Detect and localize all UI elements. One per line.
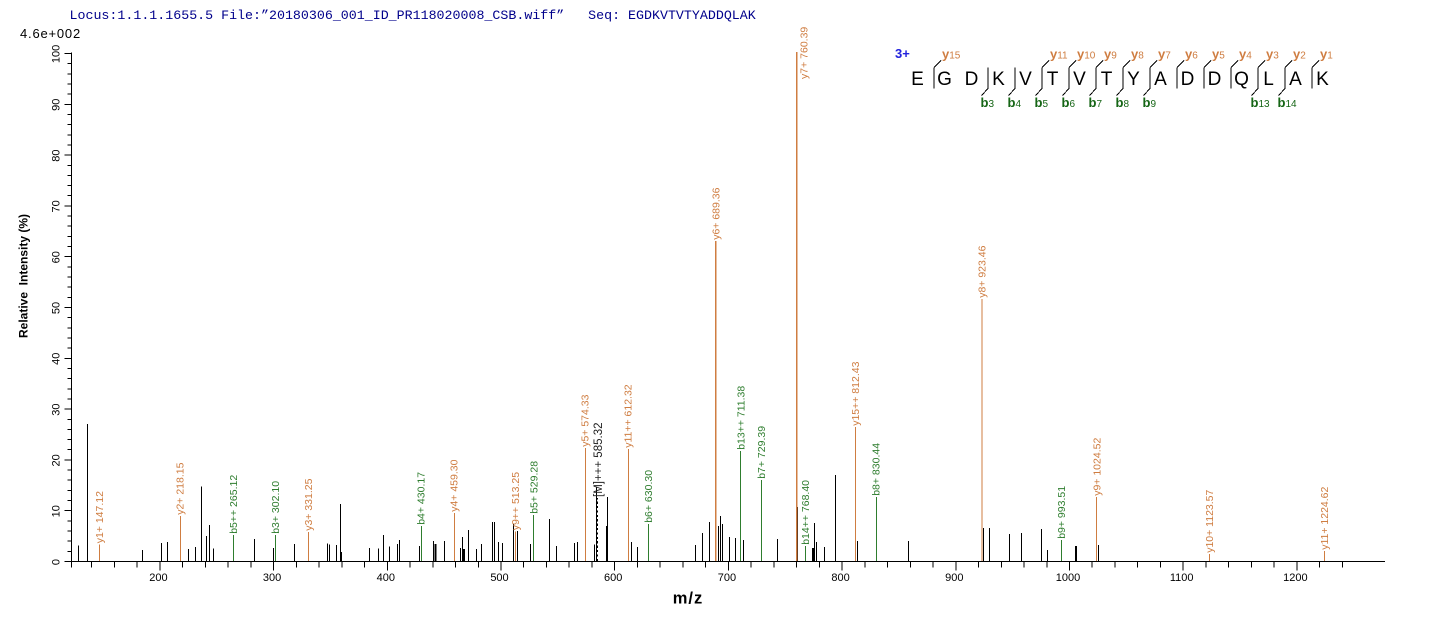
svg-text:b13++ 711.38: b13++ 711.38 xyxy=(735,386,747,450)
svg-text:y3: y3 xyxy=(1266,47,1279,62)
svg-text:T: T xyxy=(1101,69,1113,90)
svg-text:y9: y9 xyxy=(1104,47,1117,62)
svg-text:y5: y5 xyxy=(1212,47,1225,62)
svg-text:b3: b3 xyxy=(981,95,995,110)
svg-text:20: 20 xyxy=(51,454,63,466)
svg-text:70: 70 xyxy=(51,200,63,212)
svg-text:50: 50 xyxy=(51,302,63,314)
svg-text:D: D xyxy=(1208,69,1222,90)
svg-text:700: 700 xyxy=(718,572,736,584)
svg-text:y10: y10 xyxy=(1077,47,1096,62)
svg-text:b7: b7 xyxy=(1089,95,1103,110)
svg-text:b14++ 768.40: b14++ 768.40 xyxy=(800,480,812,545)
svg-text:y4: y4 xyxy=(1239,47,1252,62)
svg-text:80: 80 xyxy=(51,149,63,161)
svg-text:Q: Q xyxy=(1234,69,1249,90)
svg-text:500: 500 xyxy=(490,572,508,584)
svg-text:b8+ 830.44: b8+ 830.44 xyxy=(871,443,883,496)
svg-text:200: 200 xyxy=(149,572,167,584)
svg-text:E: E xyxy=(911,69,924,90)
svg-text:30: 30 xyxy=(51,403,63,415)
svg-text:3+: 3+ xyxy=(895,46,910,61)
svg-text:L: L xyxy=(1263,69,1274,90)
svg-text:V: V xyxy=(1073,69,1086,90)
svg-text:y3+ 331.25: y3+ 331.25 xyxy=(303,478,315,530)
svg-text:V: V xyxy=(1019,69,1032,90)
svg-text:y8+ 923.46: y8+ 923.46 xyxy=(977,245,989,297)
svg-text:y10+ 1123.57: y10+ 1123.57 xyxy=(1204,489,1216,552)
svg-text:Y: Y xyxy=(1127,69,1140,90)
svg-text:K: K xyxy=(1316,69,1329,90)
svg-text:y9+ 1024.52: y9+ 1024.52 xyxy=(1091,438,1103,496)
svg-text:y1: y1 xyxy=(1320,47,1333,62)
svg-text:b9+ 993.51: b9+ 993.51 xyxy=(1056,486,1068,539)
svg-text:b9: b9 xyxy=(1143,95,1157,110)
svg-text:K: K xyxy=(992,69,1005,90)
svg-text:b6: b6 xyxy=(1062,95,1076,110)
svg-text:b8: b8 xyxy=(1116,95,1130,110)
svg-text:y5+ 574.33: y5+ 574.33 xyxy=(580,394,592,446)
svg-text:b4: b4 xyxy=(1008,95,1022,110)
svg-text:40: 40 xyxy=(51,353,63,365)
svg-text:1100: 1100 xyxy=(1170,572,1194,584)
svg-text:b5++ 265.12: b5++ 265.12 xyxy=(228,475,240,534)
svg-text:y15++ 812.43: y15++ 812.43 xyxy=(850,361,862,425)
svg-text:y2+ 218.15: y2+ 218.15 xyxy=(175,462,187,514)
svg-text:D: D xyxy=(965,69,979,90)
svg-text:A: A xyxy=(1154,69,1167,90)
svg-text:b4+ 430.17: b4+ 430.17 xyxy=(416,472,428,525)
svg-text:D: D xyxy=(1181,69,1195,90)
svg-text:4.6e+002: 4.6e+002 xyxy=(20,26,81,41)
svg-text:y1+ 147.12: y1+ 147.12 xyxy=(94,491,106,543)
svg-text:1200: 1200 xyxy=(1283,572,1307,584)
svg-text:y2: y2 xyxy=(1293,47,1306,62)
svg-text:y8: y8 xyxy=(1131,47,1144,62)
svg-text:b14: b14 xyxy=(1278,95,1298,110)
svg-text:90: 90 xyxy=(51,99,63,111)
svg-text:m/z: m/z xyxy=(673,590,704,608)
svg-text:b3+ 302.10: b3+ 302.10 xyxy=(270,481,282,534)
svg-text:G: G xyxy=(937,69,952,90)
svg-text:100: 100 xyxy=(51,45,63,63)
svg-text:1000: 1000 xyxy=(1056,572,1080,584)
svg-text:A: A xyxy=(1289,69,1302,90)
svg-text:b13: b13 xyxy=(1251,95,1271,110)
svg-text:y7: y7 xyxy=(1158,47,1171,62)
svg-text:800: 800 xyxy=(831,572,849,584)
svg-text:y7+ 760.39: y7+ 760.39 xyxy=(799,27,811,79)
svg-text:300: 300 xyxy=(263,572,281,584)
svg-text:y6: y6 xyxy=(1185,47,1198,62)
svg-text:y9++ 513.25: y9++ 513.25 xyxy=(510,472,522,531)
svg-text:y11++ 612.32: y11++ 612.32 xyxy=(623,384,635,448)
svg-text:Locus:1.1.1.1655.5 File:”20180: Locus:1.1.1.1655.5 File:”20180306_001_ID… xyxy=(70,8,756,23)
svg-text:y11+ 1224.62: y11+ 1224.62 xyxy=(1319,486,1331,549)
svg-text:y15: y15 xyxy=(942,47,961,62)
svg-text:400: 400 xyxy=(377,572,395,584)
svg-text:b6+ 630.30: b6+ 630.30 xyxy=(643,470,655,523)
svg-text:60: 60 xyxy=(51,251,63,263)
svg-text:T: T xyxy=(1047,69,1059,90)
svg-text:b7+ 729.39: b7+ 729.39 xyxy=(756,426,768,479)
svg-text:b5: b5 xyxy=(1035,95,1049,110)
svg-text:900: 900 xyxy=(945,572,963,584)
svg-text:0: 0 xyxy=(51,559,63,565)
svg-text:600: 600 xyxy=(604,572,622,584)
svg-text:y4+ 459.30: y4+ 459.30 xyxy=(449,459,461,511)
svg-text:y6+ 689.36: y6+ 689.36 xyxy=(710,187,722,239)
svg-text:Relative Intensity (%): Relative Intensity (%) xyxy=(17,214,31,338)
svg-text:b5+ 529.28: b5+ 529.28 xyxy=(528,461,540,514)
svg-text:10: 10 xyxy=(51,505,63,517)
svg-text:[M]+++ 585.32: [M]+++ 585.32 xyxy=(593,423,605,498)
svg-text:y11: y11 xyxy=(1050,47,1068,62)
